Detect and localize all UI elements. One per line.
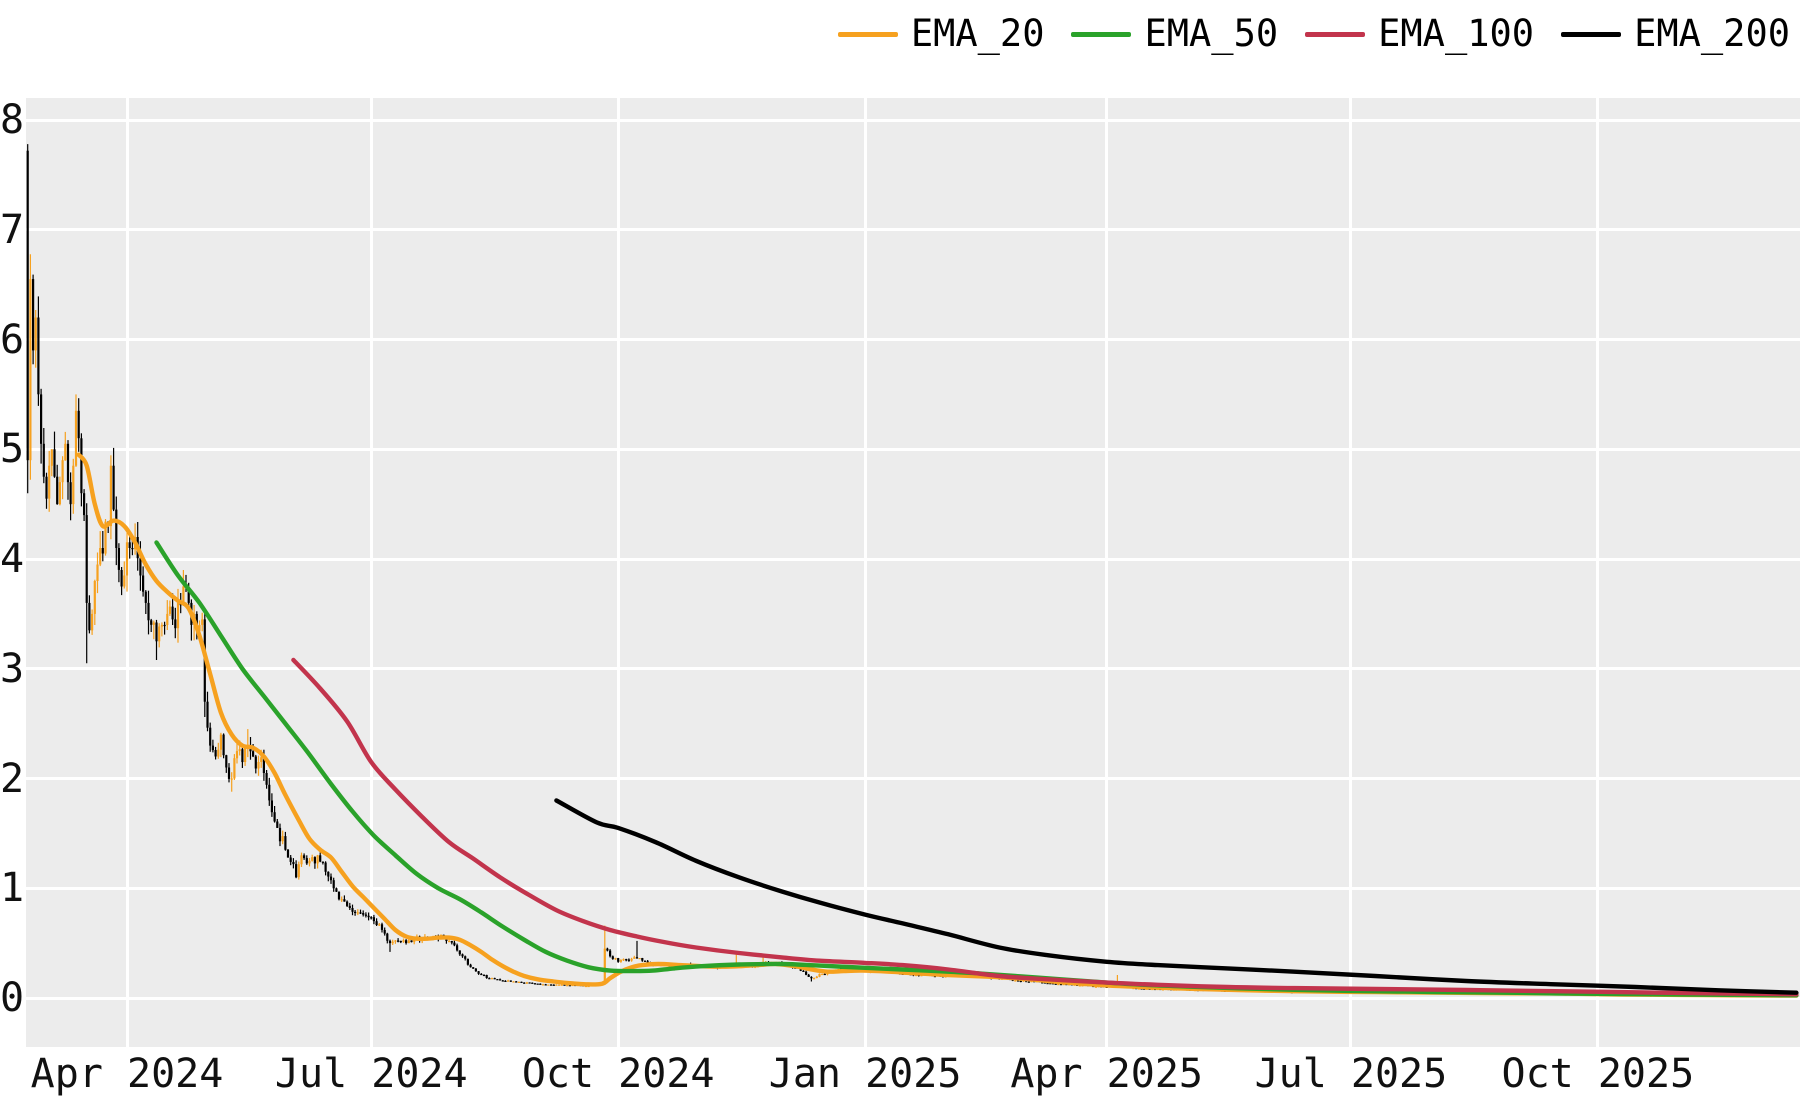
plot-area (26, 98, 1800, 1047)
y-tick-label: 2 (0, 755, 25, 802)
legend-line-sample-icon (837, 31, 898, 37)
legend-label: EMA_50 (1144, 12, 1279, 55)
ema_20-line (76, 452, 1799, 998)
x-tick-label: Apr 2025 (1010, 1051, 1203, 1097)
chart-legend: EMA_20 EMA_50 EMA_100 EMA_200 (837, 12, 1790, 56)
legend-item-ema_50: EMA_50 (1071, 12, 1278, 56)
y-gridline (26, 228, 1800, 232)
x-gridline (616, 98, 620, 1047)
y-tick-label: 6 (0, 316, 25, 363)
y-tick-label: 7 (0, 206, 25, 253)
y-gridline (26, 886, 1800, 890)
x-tick-label: Jan 2025 (768, 1051, 962, 1097)
y-tick-label: 4 (0, 536, 25, 582)
ema_200-line (554, 798, 1799, 995)
y-gridline (26, 118, 1800, 122)
ema_100-line (291, 657, 1799, 997)
candles-and-ema-lines (26, 144, 1799, 998)
y-gridline (26, 667, 1800, 671)
y-tick-label: 8 (0, 97, 25, 143)
x-gridline (1349, 98, 1353, 1047)
legend-line-sample-icon (1561, 31, 1622, 37)
x-gridline (1596, 98, 1600, 1047)
y-tick-label: 1 (0, 865, 25, 912)
y-gridline (26, 557, 1800, 561)
x-tick-label: Jul 2024 (274, 1051, 468, 1097)
x-gridline (1105, 98, 1109, 1047)
legend-item-ema_200: EMA_200 (1561, 12, 1790, 56)
x-tick-label: Apr 2024 (30, 1051, 224, 1097)
y-gridline (26, 338, 1800, 341)
y-tick-label: 5 (0, 426, 25, 473)
x-tick-label: Oct 2024 (521, 1051, 715, 1097)
y-gridline (26, 996, 1800, 1000)
x-tick-label: Oct 2025 (1501, 1051, 1695, 1097)
legend-label: EMA_200 (1634, 12, 1790, 55)
y-tick-label: 3 (0, 645, 25, 692)
ema_50-line (154, 540, 1799, 998)
x-gridline (863, 98, 867, 1047)
legend-line-sample-icon (1071, 31, 1132, 37)
legend-label: EMA_100 (1378, 12, 1535, 55)
y-tick-label: 0 (0, 975, 25, 1021)
legend-item-ema_20: EMA_20 (837, 12, 1045, 56)
x-gridline (369, 98, 373, 1047)
legend-item-ema_100: EMA_100 (1305, 12, 1534, 56)
y-gridline (26, 447, 1800, 451)
y-gridline (26, 777, 1800, 780)
legend-label: EMA_20 (910, 12, 1045, 55)
x-tick-label: Jul 2025 (1254, 1051, 1448, 1097)
legend-line-sample-icon (1305, 31, 1366, 37)
